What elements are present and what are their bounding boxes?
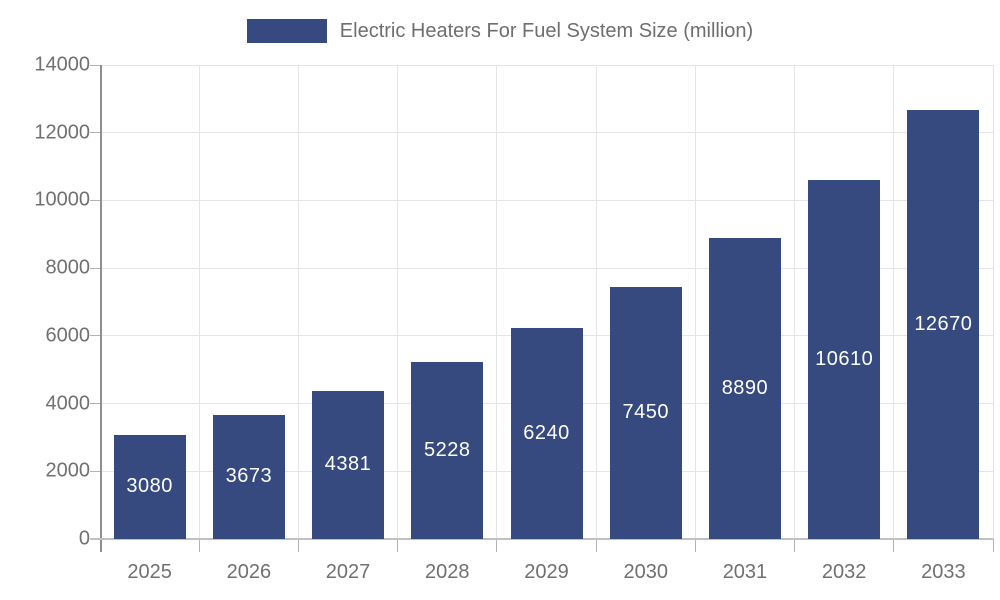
x-axis-tick-label: 2027 bbox=[325, 561, 371, 583]
bar: 3080 bbox=[113, 434, 186, 539]
y-gridline bbox=[100, 64, 993, 66]
y-gridline bbox=[100, 132, 993, 134]
bar: 3673 bbox=[212, 414, 285, 539]
y-axis-tick-label: 2000 bbox=[45, 459, 91, 482]
y-axis-tick bbox=[90, 335, 100, 337]
y-axis-tick-label: 8000 bbox=[45, 256, 91, 279]
x-axis-tick bbox=[595, 539, 597, 552]
x-axis-tick bbox=[992, 539, 994, 552]
y-axis-tick-label: 12000 bbox=[34, 121, 90, 144]
bar: 10610 bbox=[808, 179, 881, 539]
bar-value-label: 5228 bbox=[424, 438, 471, 461]
y-axis-tick-label: 10000 bbox=[34, 188, 90, 211]
x-axis-tick bbox=[496, 539, 498, 552]
x-gridline bbox=[297, 65, 299, 539]
x-axis-tick-label: 2028 bbox=[425, 561, 470, 583]
legend-color-swatch bbox=[246, 19, 327, 43]
bar: 8890 bbox=[708, 238, 781, 539]
x-axis-tick-label: 2031 bbox=[722, 561, 768, 583]
x-axis-tick bbox=[397, 539, 399, 552]
y-axis-tick bbox=[90, 64, 100, 66]
legend-label: Electric Heaters For Fuel System Size (m… bbox=[339, 20, 754, 42]
plot-area: 0 2000 4000 6000 8000 10000 12000 14000 3080 3673… bbox=[34, 54, 994, 583]
bar-value-label: 7450 bbox=[622, 401, 669, 424]
x-axis-tick bbox=[794, 539, 796, 552]
x-axis-tick bbox=[694, 539, 696, 552]
bar: 4381 bbox=[312, 390, 385, 539]
y-axis-tick-label: 4000 bbox=[45, 392, 91, 415]
x-axis-tick-label: 2030 bbox=[623, 561, 668, 583]
bar: 5228 bbox=[411, 361, 484, 539]
bar-value-label: 4381 bbox=[324, 453, 372, 476]
bar-value-label: 8890 bbox=[721, 376, 769, 399]
y-axis-tick-label: 14000 bbox=[34, 53, 90, 76]
bar: 12670 bbox=[907, 110, 980, 539]
x-axis-tick bbox=[893, 539, 895, 552]
bar: 6240 bbox=[510, 327, 583, 539]
x-gridline bbox=[694, 65, 696, 539]
y-gridline bbox=[100, 267, 993, 269]
x-gridline bbox=[397, 65, 399, 539]
x-gridline bbox=[893, 65, 895, 539]
x-gridline bbox=[595, 65, 597, 539]
x-axis-tick bbox=[198, 539, 200, 552]
x-gridline bbox=[992, 65, 994, 539]
y-axis-tick-label: 0 bbox=[78, 527, 90, 550]
x-axis-tick-label: 2032 bbox=[821, 561, 867, 583]
y-axis-tick bbox=[90, 199, 100, 201]
y-axis-tick-label: 6000 bbox=[45, 324, 91, 347]
x-gridline bbox=[794, 65, 796, 539]
x-axis-tick-label: 2026 bbox=[226, 561, 272, 583]
bar-value-label: 3673 bbox=[225, 465, 273, 488]
x-gridline bbox=[198, 65, 200, 539]
x-axis-line bbox=[90, 538, 993, 540]
x-axis-tick-label: 2033 bbox=[921, 561, 966, 583]
bar: 7450 bbox=[609, 286, 682, 539]
y-axis-tick bbox=[90, 403, 100, 405]
x-axis-tick-label: 2025 bbox=[127, 561, 172, 583]
y-axis-tick bbox=[90, 267, 100, 269]
x-axis-tick-label: 2029 bbox=[524, 561, 569, 583]
y-gridline bbox=[100, 199, 993, 201]
bar-value-label: 10610 bbox=[815, 347, 874, 370]
bar-value-label: 3080 bbox=[126, 475, 173, 498]
y-axis-line bbox=[100, 65, 102, 552]
x-axis-tick bbox=[297, 539, 299, 552]
y-axis-tick bbox=[90, 132, 100, 134]
x-gridline bbox=[496, 65, 498, 539]
bar-value-label: 12670 bbox=[914, 313, 973, 335]
y-axis-tick bbox=[90, 470, 100, 472]
legend[interactable]: Electric Heaters For Fuel System Size (m… bbox=[0, 19, 1000, 43]
bar-value-label: 6240 bbox=[523, 421, 570, 444]
